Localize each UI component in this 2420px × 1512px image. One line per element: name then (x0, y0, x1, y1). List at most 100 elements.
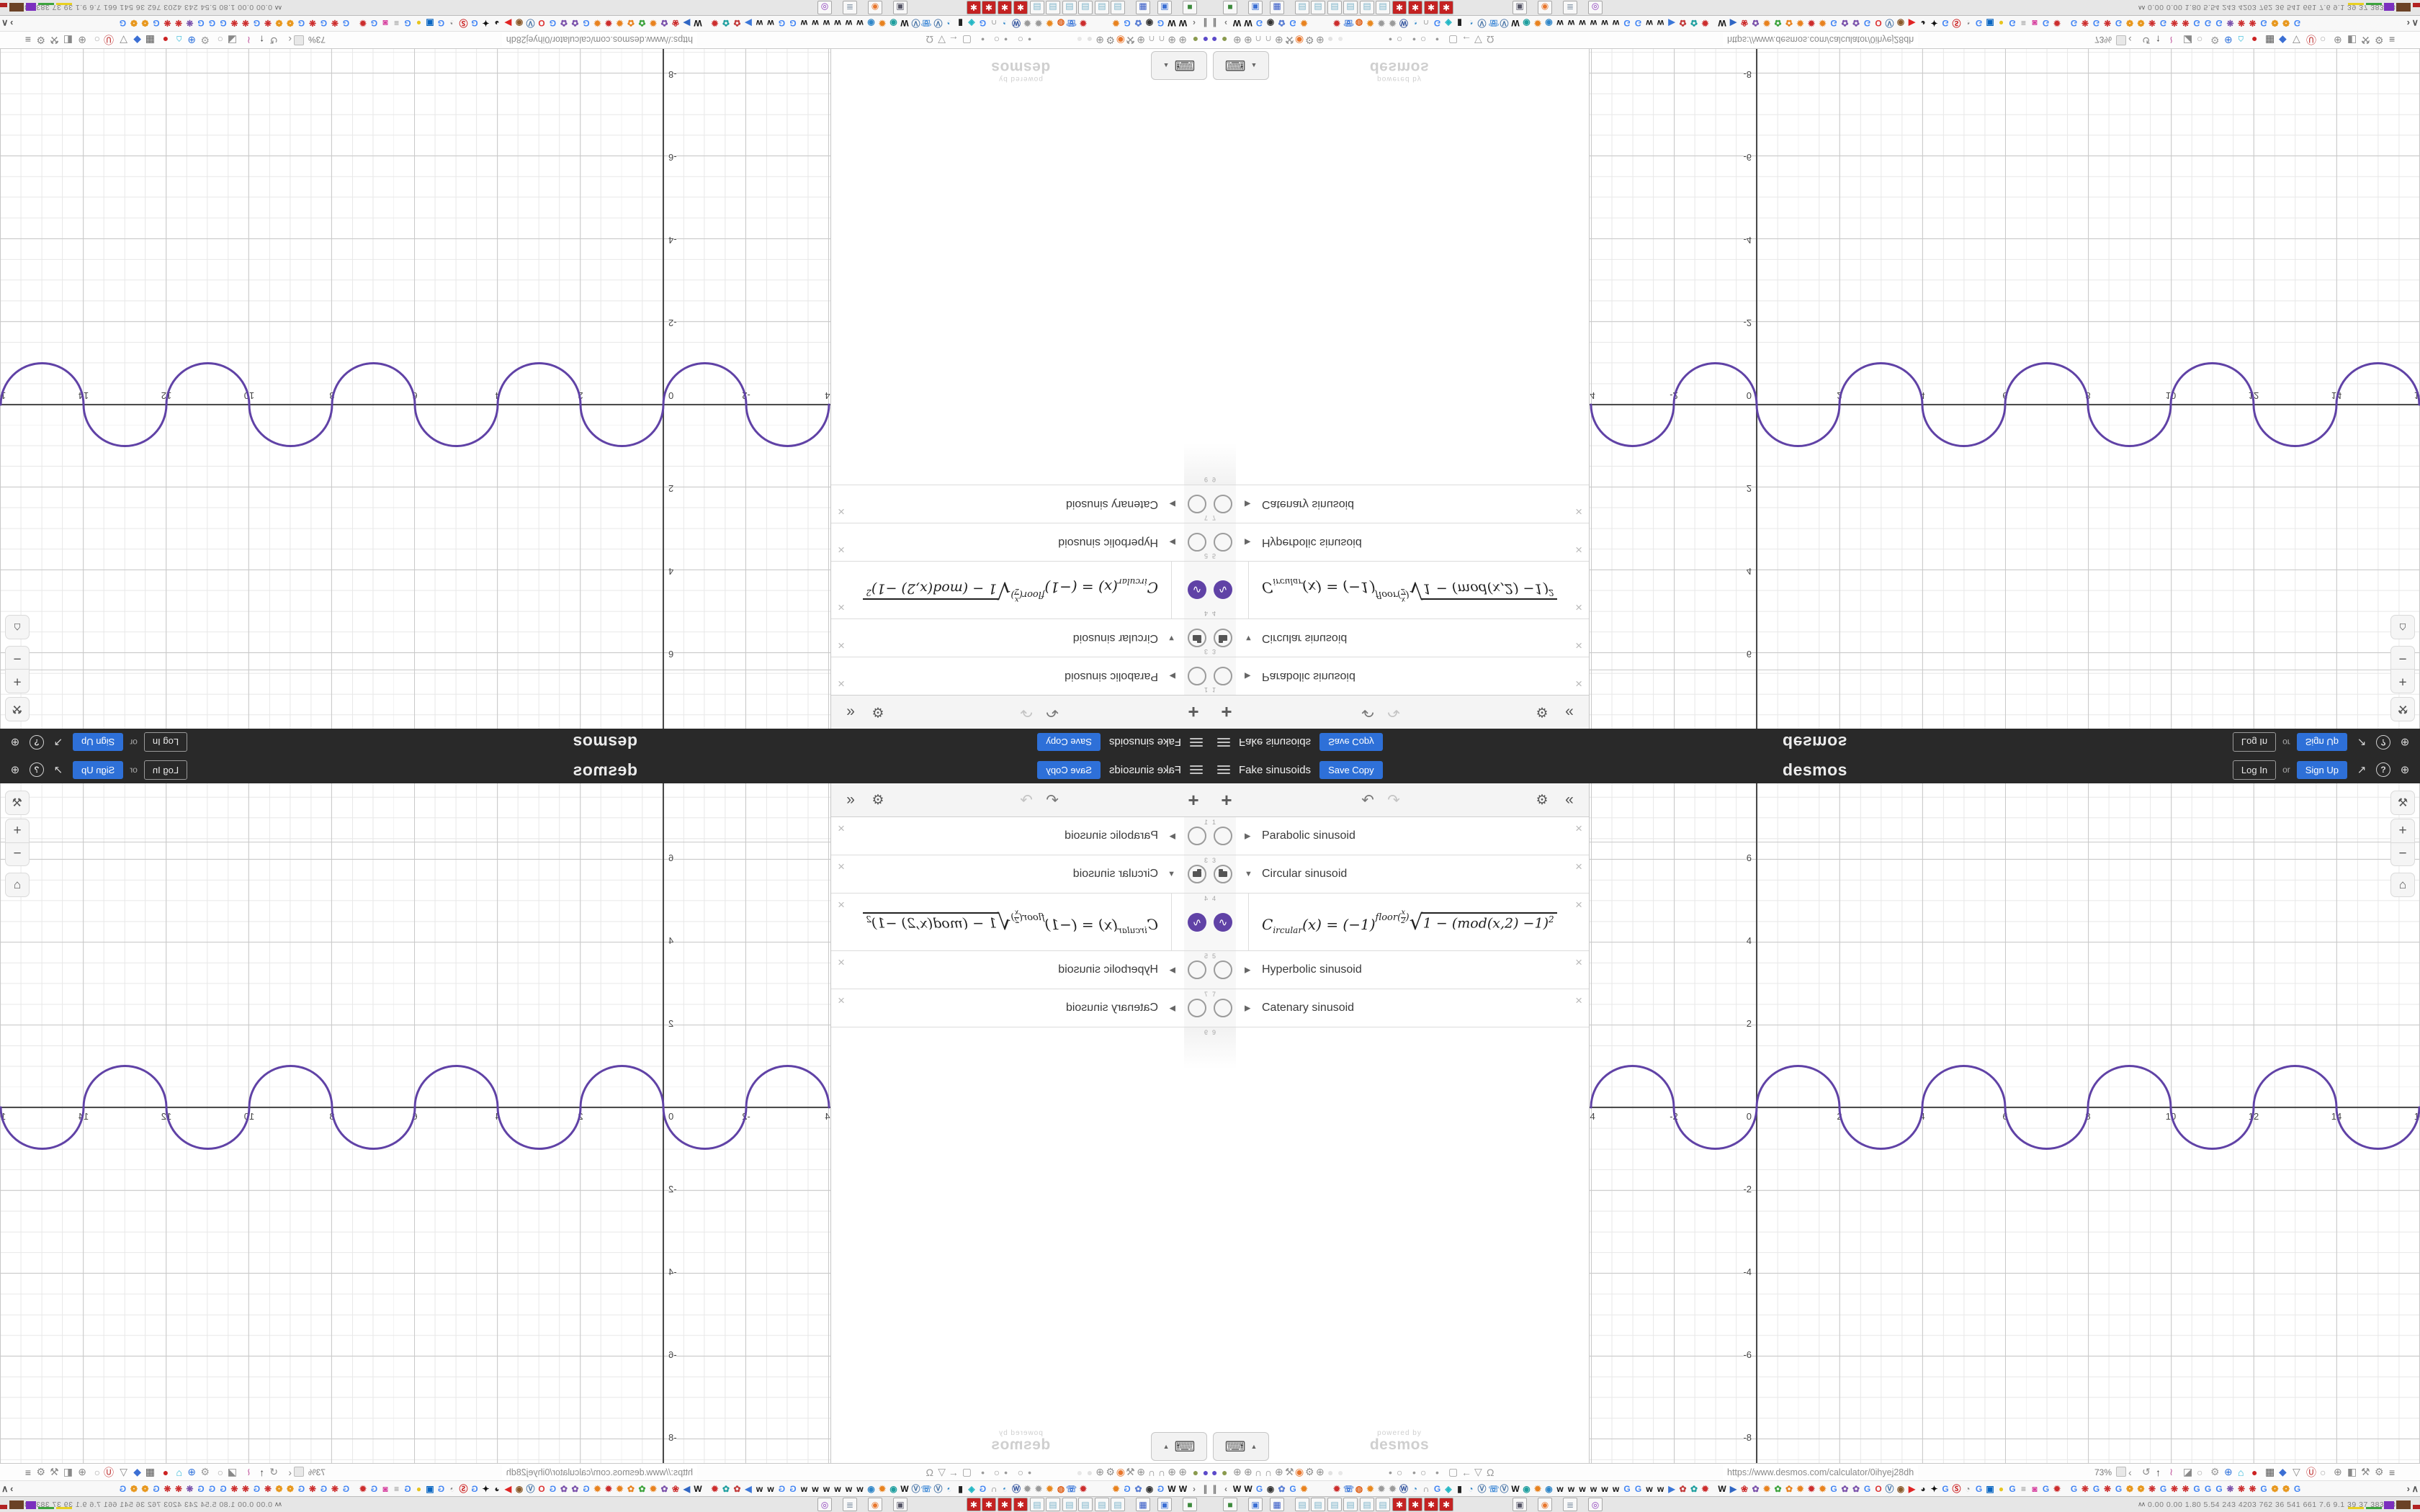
tab-favicon[interactable]: ✹ (593, 1483, 601, 1494)
browser-toolbar-icon[interactable]: ⚙ (200, 35, 210, 46)
browser-toolbar-icon[interactable]: Ω (1487, 34, 1494, 46)
tab-favicon[interactable]: Ⓥ (911, 1483, 920, 1494)
folder-title[interactable]: Circular sinusoid (1262, 632, 1348, 644)
tab-favicon[interactable]: G (2193, 18, 2200, 29)
browser-toolbar-icon[interactable]: ◆ (2279, 35, 2287, 46)
browser-toolbar-icon[interactable]: ▦ (145, 35, 155, 46)
browser-toolbar-icon[interactable]: ○ (94, 34, 100, 46)
tab-favicon[interactable]: G (2204, 1483, 2212, 1494)
tab-favicon[interactable]: G (1124, 1483, 1131, 1494)
zoom-in-button[interactable]: + (2391, 819, 2414, 843)
browser-toolbar-icon[interactable]: ◧ (2347, 1466, 2357, 1477)
browser-toolbar-icon[interactable]: ≀ (246, 35, 251, 46)
expression-row-folder[interactable]: 5 ▶ Hyperbolic sinusoid × (831, 951, 1210, 989)
tab-favicon[interactable]: G (437, 1483, 445, 1494)
taskbar-app-icon[interactable]: ▣ (893, 1, 908, 14)
folder-icon[interactable] (1214, 667, 1232, 685)
tab-favicon[interactable]: G (2092, 1483, 2100, 1494)
browser-toolbar-icon[interactable]: ▦ (145, 1466, 155, 1477)
taskbar-app-icon[interactable]: ▤ (1030, 1498, 1044, 1511)
tab-favicon[interactable]: ❋ (331, 1483, 339, 1494)
language-globe-icon[interactable]: ⊕ (2400, 736, 2410, 748)
taskbar-app-icon[interactable]: ▤ (1078, 1498, 1093, 1511)
graph-settings-wrench-button[interactable]: ⚒ (2390, 791, 2415, 815)
tab-favicon[interactable]: ‹ (1193, 18, 1196, 29)
browser-toolbar-icon[interactable]: ↑ (2156, 34, 2161, 46)
formula-latex[interactable]: Circular(x) = (−1)floor(x 2) √ 1 − (mod(x,2… (1262, 577, 1557, 604)
tab-favicon[interactable]: ✹ (2053, 18, 2061, 29)
tab-favicon[interactable]: ◉ (515, 18, 524, 29)
tab-favicon[interactable]: G (2159, 1483, 2167, 1494)
expression-row-folder[interactable]: 7 ▶ Catenary sinusoid × (831, 989, 1210, 1027)
log-in-button[interactable]: Log In (2232, 760, 2277, 780)
tab-favicon[interactable]: ◕ (494, 18, 500, 29)
taskbar-app-icon[interactable]: ◉ (868, 1, 882, 14)
tab-favicon[interactable]: ❁ (275, 18, 283, 29)
browser-toolbar-icon[interactable]: ◉ (1295, 35, 1304, 46)
browser-toolbar-icon[interactable]: ▢ (1448, 1466, 1458, 1477)
browser-toolbar-icon[interactable]: ⚙ (1305, 35, 1314, 46)
remove-row-icon[interactable]: × (838, 822, 845, 835)
redo-button[interactable]: ↷ (1020, 703, 1033, 721)
tab-favicon[interactable]: ◈ (1445, 18, 1452, 29)
browser-toolbar-icon[interactable]: ⊕ (1316, 35, 1325, 46)
tab-favicon[interactable]: O (538, 1483, 545, 1494)
folder-title[interactable]: Hyperbolic sinusoid (1058, 963, 1158, 976)
tab-favicon[interactable]: ☏ (1488, 18, 1500, 29)
tab-favicon[interactable]: Ⓦ (1012, 18, 1021, 29)
tab-favicon[interactable]: G (2042, 18, 2050, 29)
browser-toolbar-icon[interactable]: Ⓤ (2306, 34, 2316, 46)
tab-favicon[interactable]: w (1601, 18, 1608, 29)
browser-toolbar-icon[interactable]: ⊕ (78, 35, 86, 46)
tab-favicon[interactable]: w (834, 18, 841, 29)
browser-toolbar-icon[interactable]: ⚙ (1106, 35, 1115, 46)
taskbar-app-icon[interactable]: ■ (1183, 1498, 1197, 1511)
browser-toolbar-icon[interactable]: ◉ (1116, 35, 1125, 46)
tab-favicon[interactable]: ☏ (920, 1483, 932, 1494)
taskbar-app-icon[interactable]: ▤ (1343, 1498, 1358, 1511)
browser-toolbar-icon[interactable]: ← (1461, 34, 1471, 46)
tab-favicon[interactable]: ◔ (1965, 1483, 1971, 1494)
tab-favicon[interactable]: ∩ (1422, 18, 1430, 29)
tab-favicon[interactable]: ❋ (2249, 1483, 2257, 1494)
tab-favicon[interactable]: w (845, 18, 853, 29)
browser-toolbar-icon[interactable]: ← (949, 34, 959, 46)
tab-favicon[interactable]: G (320, 18, 328, 29)
remove-row-icon[interactable]: × (1575, 860, 1582, 873)
browser-toolbar-icon[interactable]: ⚙ (1305, 1466, 1314, 1477)
browser-toolbar-icon[interactable]: • (1004, 1466, 1008, 1478)
remove-row-icon[interactable]: × (1575, 898, 1582, 912)
share-icon[interactable]: ↗ (2357, 736, 2367, 748)
tab-favicon[interactable]: ✹ (604, 1483, 613, 1494)
tab-favicon[interactable]: ❋ (2148, 1483, 2156, 1494)
tab-favicon[interactable]: ▶ (683, 18, 691, 29)
remove-row-icon[interactable]: × (838, 505, 845, 518)
tab-favicon[interactable]: Ⓦ (1399, 18, 1408, 29)
tab-favicon[interactable]: ✹ (649, 1483, 658, 1494)
taskbar-app-icon[interactable]: ▣ (1512, 1, 1527, 14)
taskbar-app-icon[interactable]: ✱ (1424, 1, 1438, 14)
curve-circular-sinusoid[interactable] (0, 783, 830, 1463)
tab-favicon[interactable]: ❋ (186, 18, 194, 29)
zoom-indicator-icon[interactable] (2116, 1467, 2126, 1477)
taskbar-app-icon[interactable]: ■ (1183, 1, 1197, 14)
tab-favicon[interactable]: ◈ (1445, 1483, 1452, 1494)
tab-favicon[interactable]: ✦ (1930, 18, 1938, 29)
tab-favicon[interactable]: w (823, 1483, 830, 1494)
expression-row-empty[interactable]: 9 (1210, 1027, 1589, 1069)
browser-toolbar-icon[interactable]: ● (1337, 1466, 1344, 1478)
tab-favicon[interactable]: ✹ (1300, 18, 1308, 29)
taskbar-app-icon[interactable]: ▤ (1360, 1498, 1374, 1511)
expression-row-folder[interactable]: 3 ▼ Circular sinusoid × (831, 618, 1210, 657)
tab-favicon[interactable]: ✹ (1701, 1483, 1709, 1494)
tab-favicon[interactable]: w (1567, 18, 1575, 29)
browser-toolbar-icon[interactable]: ≡ (2389, 1466, 2396, 1478)
tab-favicon[interactable]: G (1255, 18, 1263, 29)
tab-favicon[interactable]: G (1634, 1483, 1642, 1494)
browser-toolbar-icon[interactable]: • (981, 1466, 985, 1478)
tab-favicon[interactable]: ✹ (711, 1483, 719, 1494)
browser-toolbar-icon[interactable]: ◧ (63, 1466, 73, 1477)
log-in-button[interactable]: Log In (143, 732, 188, 752)
tab-favicon[interactable]: ✹ (1796, 1483, 1804, 1494)
tab-favicon[interactable]: ◕ (1920, 1483, 1926, 1494)
